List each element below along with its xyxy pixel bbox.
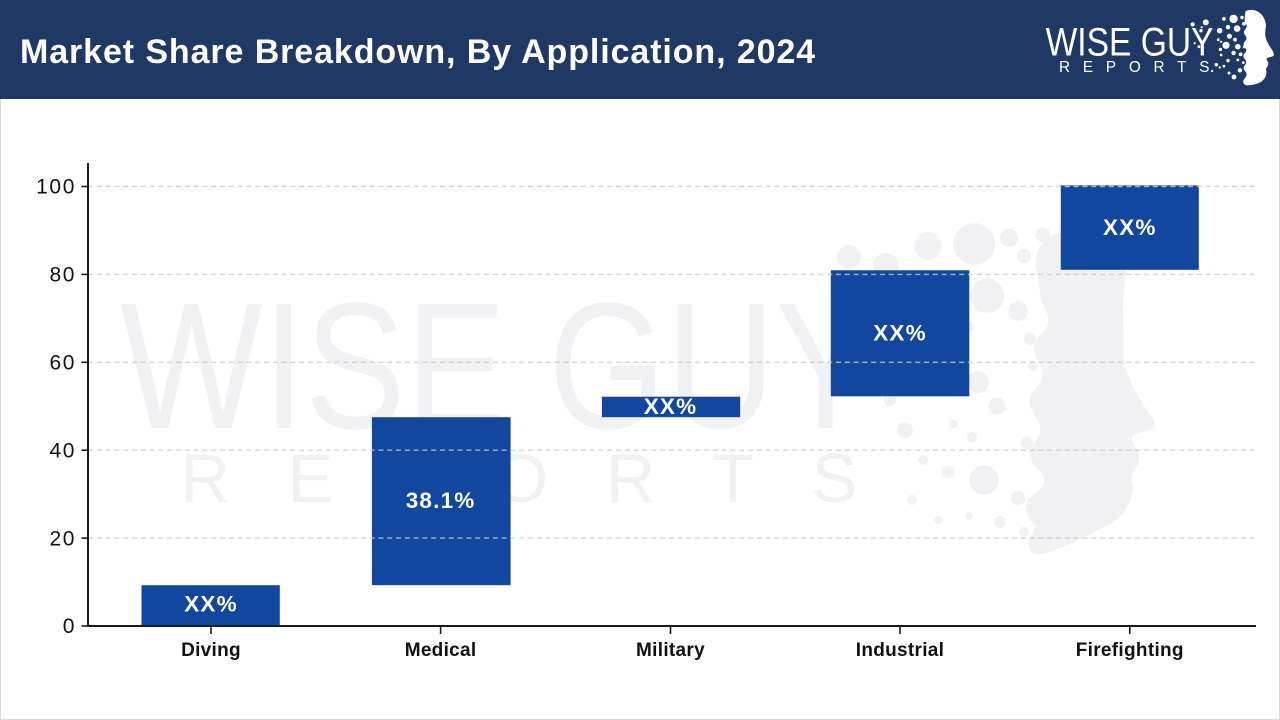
- svg-text:Military: Military: [636, 640, 705, 661]
- svg-text:Diving: Diving: [181, 640, 241, 661]
- svg-text:0: 0: [63, 615, 76, 638]
- svg-text:XX%: XX%: [873, 321, 927, 346]
- svg-text:Firefighting: Firefighting: [1076, 640, 1184, 661]
- svg-text:XX%: XX%: [184, 592, 238, 617]
- svg-text:XX%: XX%: [1103, 215, 1157, 240]
- svg-text:40: 40: [49, 439, 76, 462]
- svg-text:20: 20: [49, 527, 76, 550]
- svg-text:80: 80: [49, 264, 76, 287]
- svg-text:Medical: Medical: [405, 640, 477, 661]
- svg-text:XX%: XX%: [644, 394, 698, 419]
- svg-text:60: 60: [49, 352, 76, 375]
- svg-text:100: 100: [36, 176, 76, 199]
- svg-text:Industrial: Industrial: [856, 640, 945, 661]
- svg-text:38.1%: 38.1%: [406, 488, 476, 513]
